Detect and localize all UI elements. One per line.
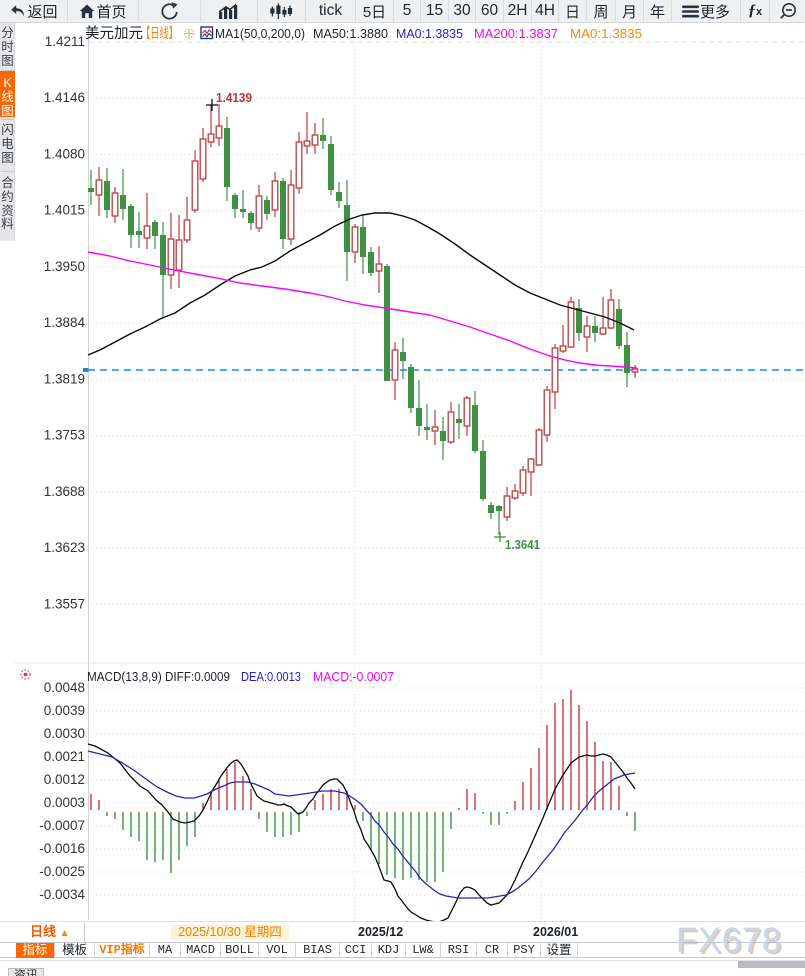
svg-text:【日线】: 【日线】: [141, 25, 178, 41]
svg-text:1.3623: 1.3623: [44, 540, 85, 555]
svg-text:0.0039: 0.0039: [44, 703, 85, 718]
svg-text:DEA:0.0013: DEA:0.0013: [241, 669, 301, 684]
svg-text:1.3819: 1.3819: [44, 371, 85, 386]
svg-text:-0.0034: -0.0034: [39, 887, 85, 902]
svg-text:MA200:1.3837: MA200:1.3837: [474, 26, 558, 41]
svg-text:1.3753: 1.3753: [44, 428, 85, 443]
svg-text:MA0:1.3835: MA0:1.3835: [570, 26, 642, 41]
svg-text:1.3641: 1.3641: [505, 538, 540, 552]
svg-text:-0.0025: -0.0025: [39, 864, 85, 879]
svg-text:1.4211: 1.4211: [45, 34, 85, 49]
svg-text:MACD(13,8,9) DIFF:0.0009: MACD(13,8,9) DIFF:0.0009: [87, 669, 230, 684]
svg-text:MA50:1.3880: MA50:1.3880: [313, 26, 388, 41]
svg-text:-0.0016: -0.0016: [39, 841, 85, 856]
svg-text:0.0003: 0.0003: [44, 795, 85, 810]
svg-text:1.3884: 1.3884: [44, 315, 86, 330]
svg-text:1.4015: 1.4015: [44, 203, 85, 218]
svg-text:0.0012: 0.0012: [44, 772, 85, 787]
svg-text:MACD:-0.0007: MACD:-0.0007: [313, 669, 394, 684]
svg-text:1.3557: 1.3557: [44, 596, 85, 611]
svg-text:MA0:1.3835: MA0:1.3835: [396, 26, 463, 41]
svg-text:0.0030: 0.0030: [44, 726, 85, 741]
svg-text:0.0048: 0.0048: [44, 680, 85, 695]
svg-text:0.0021: 0.0021: [44, 749, 85, 764]
svg-text:1.3950: 1.3950: [44, 259, 85, 274]
svg-text:1.4146: 1.4146: [44, 90, 85, 105]
svg-text:-0.0007: -0.0007: [39, 818, 85, 833]
svg-text:MA1(50,0,200,0): MA1(50,0,200,0): [215, 26, 305, 41]
svg-text:美元加元: 美元加元: [85, 25, 143, 42]
svg-text:1.4139: 1.4139: [216, 91, 252, 105]
svg-text:1.4080: 1.4080: [44, 147, 85, 162]
svg-text:1.3688: 1.3688: [44, 484, 85, 499]
